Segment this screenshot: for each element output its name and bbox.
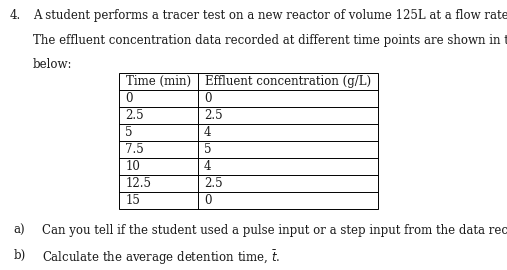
Text: 0: 0 [204,92,211,105]
Text: 2.5: 2.5 [204,177,223,190]
Text: Effluent concentration (g/L): Effluent concentration (g/L) [205,75,371,88]
Text: A student performs a tracer test on a new reactor of volume 125L at a flow rate : A student performs a tracer test on a ne… [33,9,507,22]
Text: 4.: 4. [9,9,20,22]
Text: 7.5: 7.5 [125,143,144,156]
Text: Calculate the average detention time, $\bar{t}$.: Calculate the average detention time, $\… [42,249,280,267]
Text: 2.5: 2.5 [204,109,223,122]
Text: 0: 0 [125,92,133,105]
Text: 4: 4 [204,126,211,139]
Text: below:: below: [33,58,73,71]
Bar [119,73,378,209]
Text: The effluent concentration data recorded at different time points are shown in t: The effluent concentration data recorded… [33,34,507,47]
Text: 10: 10 [125,160,140,173]
Text: a): a) [13,224,25,237]
Text: Can you tell if the student used a pulse input or a step input from the data rec: Can you tell if the student used a pulse… [42,224,507,237]
Text: Time (min): Time (min) [126,75,191,88]
Text: 0: 0 [204,194,211,207]
Text: b): b) [13,249,25,262]
Text: 2.5: 2.5 [125,109,144,122]
Text: 12.5: 12.5 [125,177,151,190]
Text: 4: 4 [204,160,211,173]
Text: 5: 5 [125,126,133,139]
Text: 5: 5 [204,143,211,156]
Text: 15: 15 [125,194,140,207]
